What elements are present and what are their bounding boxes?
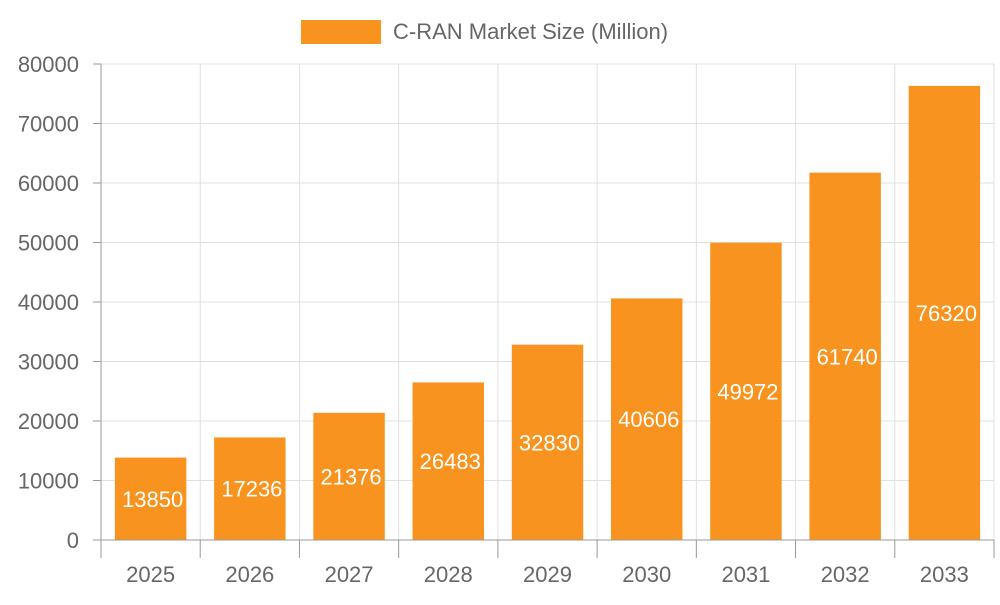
x-tick-label: 2029 [523, 562, 572, 587]
data-label-2031: 49972 [717, 379, 778, 404]
y-tick-label: 80000 [18, 52, 79, 77]
bar-2029[interactable] [511, 344, 584, 540]
x-tick-label: 2031 [721, 562, 770, 587]
legend[interactable]: C-RAN Market Size (Million) [301, 19, 668, 44]
data-label-2030: 40606 [618, 407, 679, 432]
y-tick-label: 20000 [18, 409, 79, 434]
data-label-2025: 13850 [122, 487, 183, 512]
x-tick-label: 2032 [821, 562, 870, 587]
legend-swatch [301, 20, 381, 44]
x-tick-label: 2025 [126, 562, 175, 587]
grid [101, 63, 995, 540]
x-tick-label: 2033 [920, 562, 969, 587]
bar-2028[interactable] [412, 382, 484, 540]
x-tick-label: 2026 [225, 562, 274, 587]
y-tick-label: 70000 [18, 112, 79, 137]
data-label-2029: 32830 [519, 430, 580, 455]
bar-2025[interactable] [114, 457, 187, 540]
y-axis-ticks: 0 10000 20000 30000 40000 50000 60000 70000 8000… [18, 52, 101, 553]
y-tick-label: 10000 [18, 469, 79, 494]
x-tick-label: 2030 [622, 562, 671, 587]
data-label-2028: 26483 [420, 449, 481, 474]
bar-2026[interactable] [214, 437, 286, 540]
bars [114, 85, 981, 541]
x-tick-label: 2027 [325, 562, 374, 587]
data-label-2033: 76320 [916, 301, 977, 326]
y-tick-label: 50000 [18, 231, 79, 256]
data-label-2026: 17236 [221, 477, 282, 502]
bar-2031[interactable] [710, 242, 782, 540]
x-axis-ticks: 2025 2026 2027 2028 2029 2030 2031 2032 2033 [100, 540, 995, 587]
y-tick-label: 60000 [18, 171, 79, 196]
y-tick-label: 40000 [18, 290, 79, 315]
y-tick-label: 30000 [18, 350, 79, 375]
y-tick-label: 0 [67, 528, 79, 553]
bar-2030[interactable] [611, 298, 683, 540]
axes [93, 64, 994, 558]
legend-label: C-RAN Market Size (Million) [393, 19, 668, 44]
bar-2032[interactable] [809, 172, 881, 540]
data-labels: 13850 17236 21376 26483 32830 40606 49972 61740… [122, 301, 977, 512]
x-tick-label: 2028 [424, 562, 473, 587]
data-label-2032: 61740 [817, 344, 878, 369]
data-label-2027: 21376 [320, 464, 381, 489]
bar-2033[interactable] [908, 85, 981, 541]
bar-2027[interactable] [313, 412, 385, 540]
